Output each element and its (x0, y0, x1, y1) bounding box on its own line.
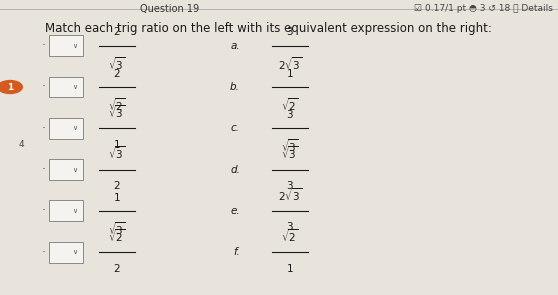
Text: 4: 4 (18, 140, 24, 149)
Text: $2\sqrt{3}$: $2\sqrt{3}$ (278, 186, 302, 203)
Text: $\sqrt{2}$: $\sqrt{2}$ (108, 96, 126, 113)
Text: a.: a. (230, 41, 240, 51)
Text: $1$: $1$ (286, 67, 294, 79)
Text: $2$: $2$ (113, 25, 121, 37)
Text: 1: 1 (7, 83, 13, 91)
Text: c.: c. (231, 123, 240, 133)
Text: ·: · (42, 81, 46, 94)
Text: $1$: $1$ (113, 191, 121, 203)
Text: ·: · (42, 122, 46, 135)
Text: e.: e. (230, 206, 240, 216)
Text: ∨: ∨ (71, 167, 77, 173)
Circle shape (0, 81, 22, 94)
Text: $\sqrt{3}$: $\sqrt{3}$ (108, 103, 126, 120)
Text: $\sqrt{2}$: $\sqrt{2}$ (281, 227, 299, 244)
Text: ∨: ∨ (71, 208, 77, 214)
Text: $\sqrt{3}$: $\sqrt{3}$ (108, 220, 126, 237)
Text: $\sqrt{2}$: $\sqrt{2}$ (281, 96, 299, 113)
Text: ·: · (42, 246, 46, 259)
Text: ·: · (42, 39, 46, 52)
Text: ∨: ∨ (71, 125, 77, 131)
Text: f.: f. (233, 247, 240, 257)
Text: $\sqrt{3}$: $\sqrt{3}$ (108, 55, 126, 72)
Text: $3$: $3$ (286, 25, 294, 37)
Text: $3$: $3$ (286, 108, 294, 120)
FancyBboxPatch shape (49, 77, 83, 97)
Text: $2$: $2$ (113, 67, 121, 79)
FancyBboxPatch shape (49, 201, 83, 221)
FancyBboxPatch shape (49, 35, 83, 56)
Text: $1$: $1$ (113, 138, 121, 150)
Text: ∨: ∨ (71, 249, 77, 255)
Text: $2\sqrt{3}$: $2\sqrt{3}$ (278, 55, 302, 72)
Text: $\sqrt{3}$: $\sqrt{3}$ (281, 145, 299, 161)
Text: b.: b. (230, 82, 240, 92)
Text: ☑ 0.17/1 pt ◓ 3 ↺ 18 ⓘ Details: ☑ 0.17/1 pt ◓ 3 ↺ 18 ⓘ Details (413, 4, 552, 14)
Text: $2$: $2$ (113, 262, 121, 274)
Text: ∨: ∨ (71, 84, 77, 90)
Text: $\sqrt{2}$: $\sqrt{2}$ (108, 227, 126, 244)
Text: Match each trig ratio on the left with its equivalent expression on the right:: Match each trig ratio on the left with i… (45, 22, 492, 35)
Text: ·: · (42, 204, 46, 217)
Text: $1$: $1$ (286, 262, 294, 274)
Text: $3$: $3$ (286, 179, 294, 191)
Text: d.: d. (230, 165, 240, 175)
Text: $2$: $2$ (113, 179, 121, 191)
Text: Question 19: Question 19 (140, 4, 199, 14)
Text: ∨: ∨ (71, 43, 77, 49)
Text: $\sqrt{3}$: $\sqrt{3}$ (281, 138, 299, 155)
Text: $3$: $3$ (286, 220, 294, 232)
FancyBboxPatch shape (49, 242, 83, 263)
Text: ·: · (42, 163, 46, 176)
FancyBboxPatch shape (49, 118, 83, 139)
Text: $\sqrt{3}$: $\sqrt{3}$ (108, 145, 126, 161)
FancyBboxPatch shape (49, 159, 83, 180)
